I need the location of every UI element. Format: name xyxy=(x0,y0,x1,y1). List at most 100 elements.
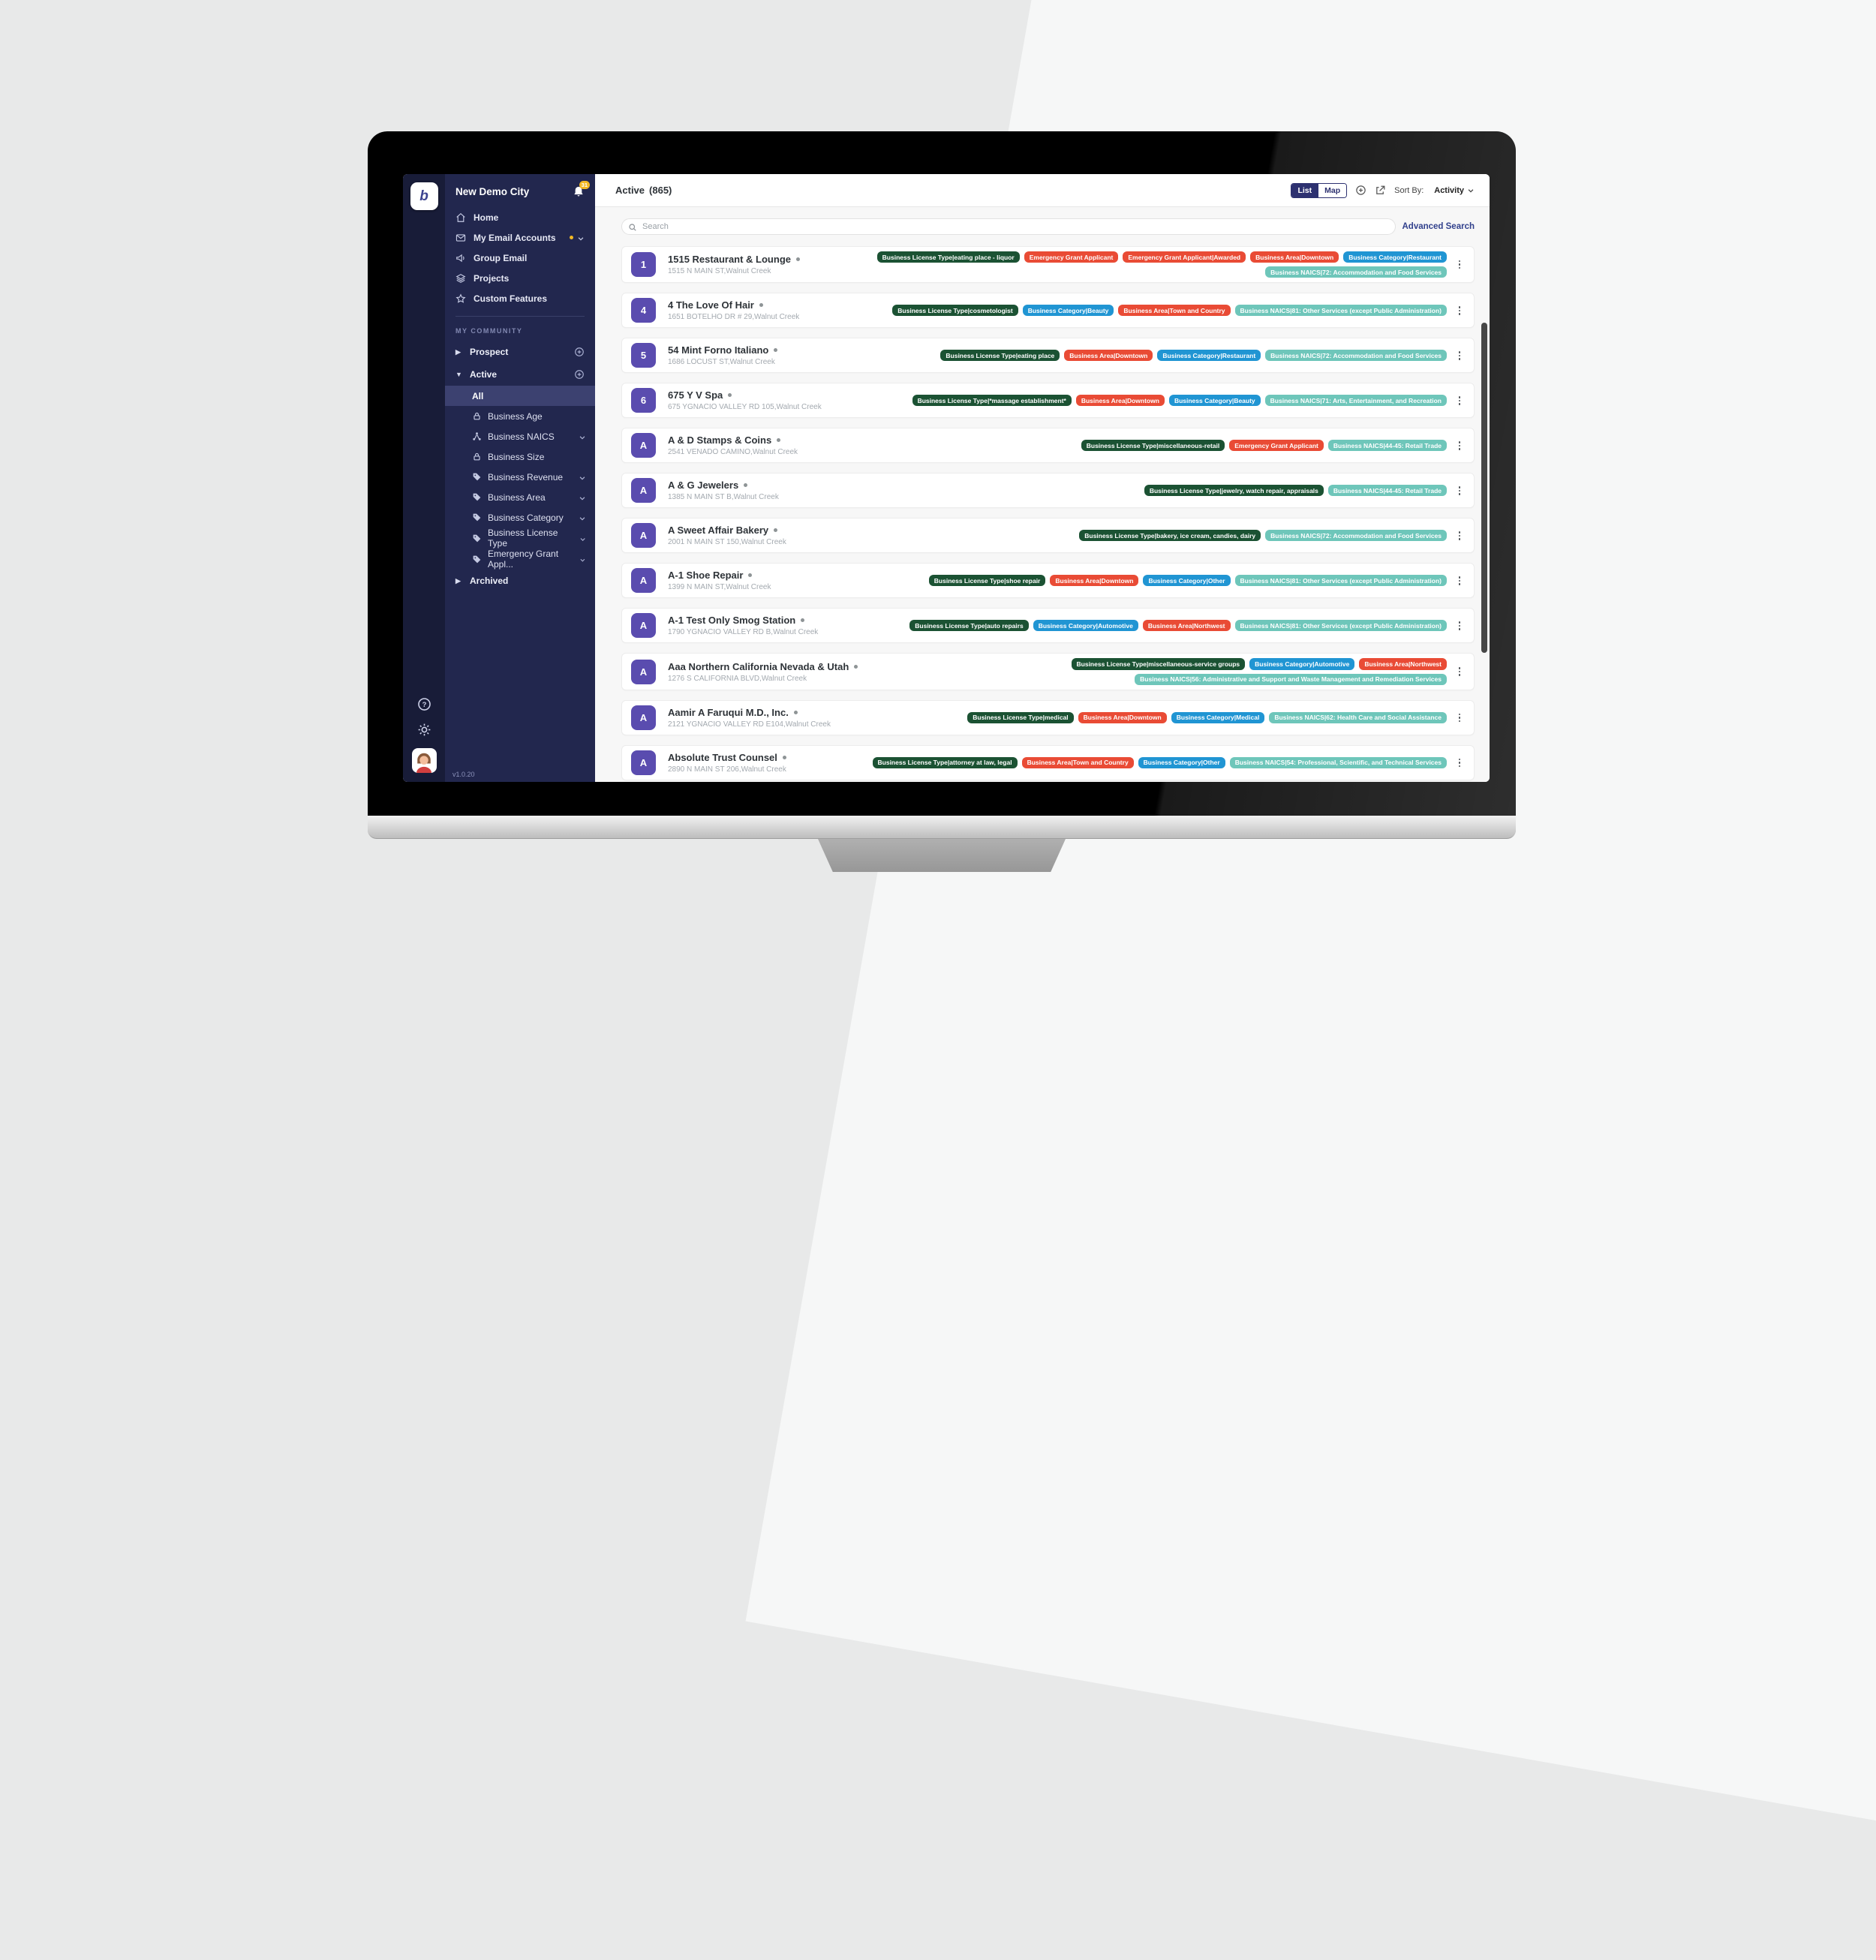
list-item[interactable]: A A-1 Test Only Smog Station 1790 YGNACI… xyxy=(621,608,1475,644)
sidebar-item[interactable]: Business Revenue xyxy=(445,467,595,487)
tag-chip: Business License Type|miscellaneous-serv… xyxy=(1071,658,1246,670)
list-item[interactable]: A A Sweet Affair Bakery 2001 N MAIN ST 1… xyxy=(621,518,1475,554)
notification-count-badge: 31 xyxy=(579,181,590,189)
scrollbar-thumb[interactable] xyxy=(1481,323,1487,653)
business-name: A-1 Test Only Smog Station xyxy=(668,615,796,627)
row-menu-button[interactable] xyxy=(1454,441,1465,450)
sidebar-item-group-email[interactable]: Group Email xyxy=(445,248,595,268)
tag-chip: Business Area|Northwest xyxy=(1142,620,1231,632)
triangle-right-icon: ▶ xyxy=(455,347,461,356)
row-menu-button[interactable] xyxy=(1454,260,1465,269)
list-item[interactable]: A Aaa Northern California Nevada & Utah … xyxy=(621,653,1475,690)
gear-icon[interactable] xyxy=(417,723,431,737)
tag-chip: Business License Type|shoe repair xyxy=(928,575,1046,587)
envelope-icon xyxy=(455,233,466,243)
tag-chip: Business Category|Restaurant xyxy=(1343,251,1447,263)
sidebar-item-prospect[interactable]: ▶ Prospect xyxy=(445,341,595,363)
add-circle-icon[interactable] xyxy=(1355,185,1366,196)
row-menu-button[interactable] xyxy=(1454,713,1465,722)
map-view-button[interactable]: Map xyxy=(1318,183,1347,197)
row-menu-button[interactable] xyxy=(1454,758,1465,767)
export-icon[interactable] xyxy=(1375,185,1386,196)
list-view-button[interactable]: List xyxy=(1291,183,1318,197)
search-input[interactable] xyxy=(621,218,1396,235)
sidebar-item[interactable]: Business Size xyxy=(445,446,595,467)
plus-circle-icon[interactable] xyxy=(574,347,585,357)
left-rail: b ? xyxy=(403,174,445,782)
sidebar-item[interactable]: Business Category xyxy=(445,507,595,528)
tag-chip: Business NAICS|62: Health Care and Socia… xyxy=(1269,711,1447,723)
tag-chip: Emergency Grant Applicant xyxy=(1229,440,1324,452)
tag-icon xyxy=(472,513,482,522)
row-menu-button[interactable] xyxy=(1454,621,1465,630)
sidebar-item-projects[interactable]: Projects xyxy=(445,268,595,288)
list-item[interactable]: A A & G Jewelers 1385 N MAIN ST B,Walnut… xyxy=(621,473,1475,509)
sidebar-item-home[interactable]: Home xyxy=(445,207,595,227)
tag-chip: Business NAICS|72: Accommodation and Foo… xyxy=(1265,266,1447,278)
sidebar-item[interactable]: Business Age xyxy=(445,406,595,426)
row-menu-button[interactable] xyxy=(1454,576,1465,585)
row-menu-button[interactable] xyxy=(1454,351,1465,360)
sidebar-item-my-email-accounts[interactable]: My Email Accounts xyxy=(445,227,595,248)
row-menu-button[interactable] xyxy=(1454,531,1465,540)
avatar: A xyxy=(631,659,656,684)
tag-chip: Business Area|Downtown xyxy=(1050,575,1139,587)
business-name: A Sweet Affair Bakery xyxy=(668,525,769,537)
sidebar-item[interactable]: Business NAICS xyxy=(445,426,595,446)
list-item[interactable]: A A & D Stamps & Coins 2541 VENADO CAMIN… xyxy=(621,428,1475,464)
business-name: 675 Y V Spa xyxy=(668,389,723,401)
chevron-down-icon xyxy=(577,234,585,242)
list-item[interactable]: 4 4 The Love Of Hair 1651 BOTELHO DR # 2… xyxy=(621,293,1475,329)
row-menu-button[interactable] xyxy=(1454,396,1465,405)
row-menu-button[interactable] xyxy=(1454,667,1465,676)
tag-group: Business License Type|medical Business Ar… xyxy=(967,711,1454,723)
tag-chip: Business License Type|eating place - liq… xyxy=(876,251,1020,263)
triangle-right-icon: ▶ xyxy=(455,576,461,585)
sidebar-item-active[interactable]: ▼ Active xyxy=(445,363,595,386)
sidebar-item[interactable]: Business Area xyxy=(445,487,595,507)
list-item[interactable]: A Absolute Trust Counsel 2890 N MAIN ST … xyxy=(621,744,1475,780)
business-address: 2121 YGNACIO VALLEY RD E104,Walnut Creek xyxy=(668,720,831,729)
sidebar-item[interactable]: Business License Type xyxy=(445,528,595,549)
avatar: A xyxy=(631,750,656,775)
tag-chip: Business NAICS|81: Other Services (excep… xyxy=(1234,575,1447,587)
tag-chip: Business Area|Town and Country xyxy=(1118,305,1231,317)
list-item[interactable]: 1 1515 Restaurant & Lounge 1515 N MAIN S… xyxy=(621,246,1475,284)
list-item[interactable]: A A-1 Shoe Repair 1399 N MAIN ST,Walnut … xyxy=(621,563,1475,599)
avatar: A xyxy=(631,478,656,504)
tag-group: Business License Type|shoe repair Busines… xyxy=(928,575,1454,587)
help-icon[interactable]: ? xyxy=(417,697,431,711)
tag-chip: Business License Type|attorney at law, l… xyxy=(872,756,1018,768)
status-dot xyxy=(801,618,805,623)
notifications-bell-icon[interactable]: 31 xyxy=(573,181,590,198)
sort-dropdown[interactable]: Activity xyxy=(1434,186,1475,195)
tag-chip: Business Category|Beauty xyxy=(1022,305,1114,317)
advanced-search-link[interactable]: Advanced Search xyxy=(1402,222,1475,231)
avatar: A xyxy=(631,705,656,730)
plus-circle-icon[interactable] xyxy=(574,369,585,380)
tag-chip: Business NAICS|54: Professional, Scienti… xyxy=(1229,756,1447,768)
row-menu-button[interactable] xyxy=(1454,306,1465,315)
sidebar-item[interactable]: All xyxy=(445,386,595,406)
status-dot xyxy=(782,755,786,759)
lock-icon xyxy=(472,452,482,461)
app-window: b ? xyxy=(403,174,1490,782)
sidebar-item-custom-features[interactable]: Custom Features xyxy=(445,288,595,308)
tag-chip: Business License Type|miscellaneous-reta… xyxy=(1081,440,1225,452)
tag-chip: Business License Type|auto repairs xyxy=(909,620,1029,632)
user-avatar[interactable] xyxy=(411,748,437,773)
business-name: Aaa Northern California Nevada & Utah xyxy=(668,660,849,672)
business-list: 1 1515 Restaurant & Lounge 1515 N MAIN S… xyxy=(595,235,1490,782)
sidebar-item[interactable]: Emergency Grant Appl... xyxy=(445,549,595,570)
list-item[interactable]: A Aamir A Faruqui M.D., Inc. 2121 YGNACI… xyxy=(621,699,1475,735)
business-address: 1515 N MAIN ST,Walnut Creek xyxy=(668,267,771,276)
sidebar-item-archived[interactable]: ▶ Archived xyxy=(455,576,509,586)
list-item[interactable]: 6 675 Y V Spa 675 YGNACIO VALLEY RD 105,… xyxy=(621,383,1475,419)
community-name: New Demo City xyxy=(455,186,530,197)
row-menu-button[interactable] xyxy=(1454,486,1465,495)
brand-logo[interactable]: b xyxy=(410,182,438,210)
list-item[interactable]: 5 54 Mint Forno Italiano 1686 LOCUST ST,… xyxy=(621,338,1475,374)
tag-chip: Business NAICS|44-45: Retail Trade xyxy=(1327,440,1447,452)
monitor-chin xyxy=(368,816,1516,839)
tag-chip: Business Category|Medical xyxy=(1171,711,1265,723)
